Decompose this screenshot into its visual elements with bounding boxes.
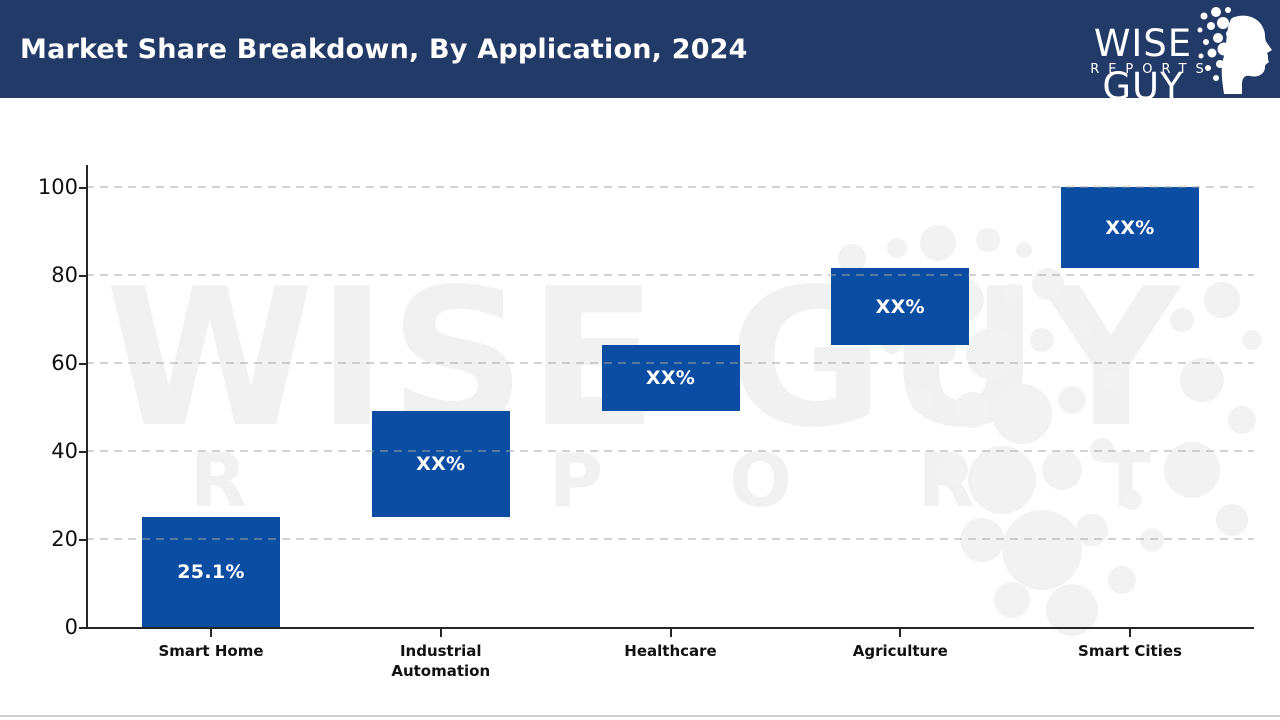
gridline-60 xyxy=(86,362,1254,364)
y-tick-label-20: 20 xyxy=(51,527,78,551)
axis-layer: 0 20 40 60 80 100 Smart Home Industrial Automat… xyxy=(0,98,1280,715)
y-tick-mark-60 xyxy=(79,363,86,365)
bars-layer: 25.1% XX% XX% XX% XX% xyxy=(0,98,1280,715)
bar-smart-home: 25.1% xyxy=(142,516,280,627)
logo-wordmark: WISE GUY xyxy=(1093,22,1193,108)
x-tick-mark-3 xyxy=(669,629,672,637)
x-tick-label-healthcare: Healthcare xyxy=(624,642,717,660)
logo-subtitle: REPORTS xyxy=(1090,62,1213,77)
logo-face-icon xyxy=(1197,7,1272,94)
gridline-100 xyxy=(86,186,1254,188)
x-axis-line xyxy=(86,627,1254,629)
x-tick-label-agriculture: Agriculture xyxy=(852,642,948,660)
bar-value-label: XX% xyxy=(645,367,696,390)
bar-industrial-automation: XX% xyxy=(371,411,510,517)
x-tick-mark-2 xyxy=(439,629,442,637)
bar-value-label: XX% xyxy=(1105,216,1155,239)
bar-smart-cities: XX% xyxy=(1061,187,1199,269)
y-tick-mark-20 xyxy=(79,539,86,541)
x-tick-label-smart-cities: Smart Cities xyxy=(1078,642,1182,660)
bar-value-label: 25.1% xyxy=(177,560,245,583)
chart-area: WISE GUY R E P O R T S 25.1% XX% XX% XX% XX% xyxy=(0,98,1280,715)
x-tick-label-smart-home: Smart Home xyxy=(158,642,264,660)
y-tick-label-0: 0 xyxy=(64,615,78,639)
x-tick-label-industrial-automation: Industrial Automation xyxy=(391,642,491,681)
x-tick-mark-4 xyxy=(899,629,902,637)
bar-value-label: XX% xyxy=(416,452,466,475)
y-tick-label-80: 80 xyxy=(51,263,78,287)
grid-layer xyxy=(0,98,1280,715)
x-tick-mark-5 xyxy=(1129,629,1131,637)
y-tick-mark-40 xyxy=(79,451,86,453)
x-tick-mark-1 xyxy=(210,629,212,637)
bar-healthcare: XX% xyxy=(601,345,740,412)
gridline-80 xyxy=(86,274,1254,276)
y-tick-label-40: 40 xyxy=(51,439,78,463)
gridline-40 xyxy=(86,450,1254,452)
header-bar: Market Share Breakdown, By Application, … xyxy=(0,0,1280,108)
wise-guy-logo: WISE GUY REPORTS xyxy=(1022,4,1272,108)
page-title: Market Share Breakdown, By Application, … xyxy=(20,33,748,65)
y-axis-line xyxy=(86,165,88,629)
y-tick-label-60: 60 xyxy=(51,351,78,375)
footer-divider xyxy=(0,715,1280,717)
gridline-20 xyxy=(86,538,1254,540)
y-tick-mark-0 xyxy=(79,627,86,629)
y-tick-mark-100 xyxy=(79,187,86,189)
y-tick-label-100: 100 xyxy=(37,175,78,199)
y-tick-mark-80 xyxy=(79,275,86,277)
